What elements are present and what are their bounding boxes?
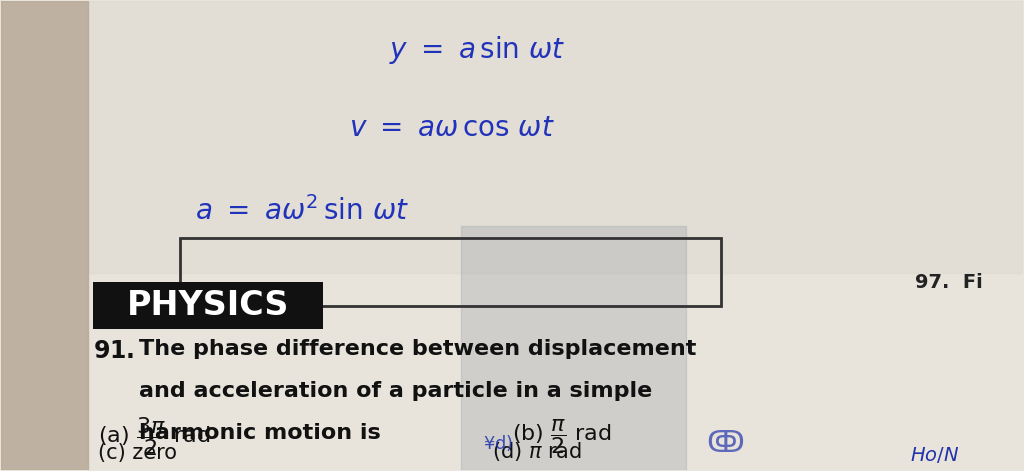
Bar [180, 238, 721, 306]
Bar [93, 282, 324, 329]
Text: The phase difference between displacement: The phase difference between displacemen… [139, 339, 696, 358]
Text: and acceleration of a particle in a simple: and acceleration of a particle in a simp… [139, 381, 652, 401]
Text: PHYSICS: PHYSICS [127, 289, 290, 322]
Bar [88, 1, 1023, 273]
Text: $\mathbf{91.}$: $\mathbf{91.}$ [93, 339, 135, 363]
Text: harmonic motion is: harmonic motion is [139, 423, 381, 443]
Text: ↂ: ↂ [706, 429, 743, 458]
Text: (a) $\dfrac{3\pi}{2}$ rad: (a) $\dfrac{3\pi}{2}$ rad [98, 415, 211, 458]
Text: $y\ =\ a\,\sin\,\omega t$: $y\ =\ a\,\sin\,\omega t$ [389, 34, 566, 66]
Text: $a\ =\ a\omega^2\,\sin\,\omega t$: $a\ =\ a\omega^2\,\sin\,\omega t$ [196, 196, 410, 226]
Text: $\yen$d): $\yen$d) [483, 433, 514, 453]
Text: 97.  Fi: 97. Fi [915, 273, 983, 292]
Text: $Ho/N$: $Ho/N$ [910, 445, 959, 465]
Text: (c) zero: (c) zero [98, 443, 177, 463]
Bar [461, 226, 686, 470]
Text: $v\ =\ a\omega\,\cos\,\omega t$: $v\ =\ a\omega\,\cos\,\omega t$ [348, 114, 555, 142]
Text: (d) $\pi$ rad: (d) $\pi$ rad [492, 439, 582, 463]
Bar [1, 1, 88, 470]
Text: (b) $\dfrac{\pi}{2}$ rad: (b) $\dfrac{\pi}{2}$ rad [512, 417, 611, 456]
